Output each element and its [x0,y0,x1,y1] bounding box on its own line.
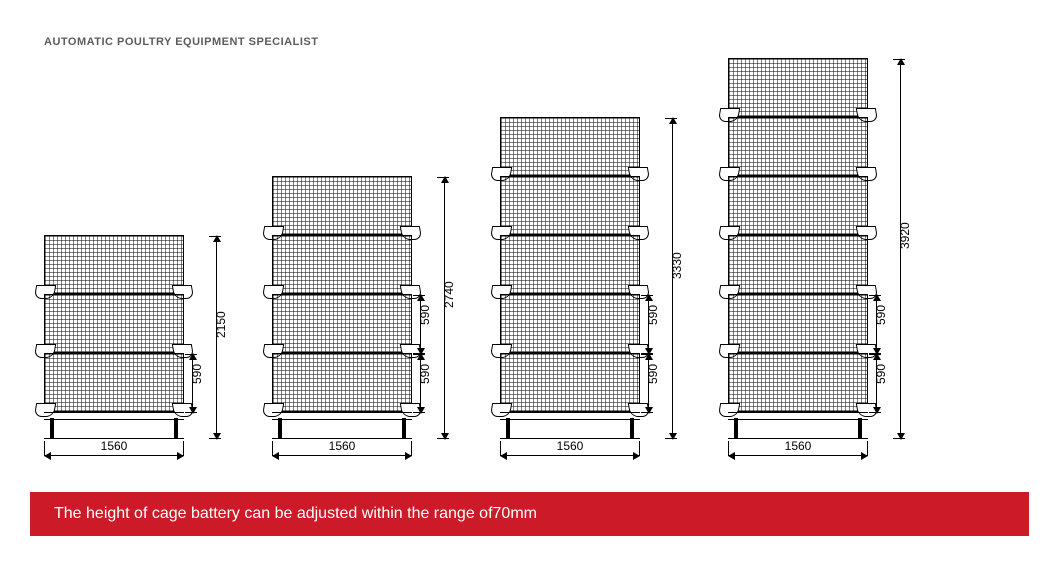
cage-tier [500,353,640,412]
width-dimension: 1560 [500,441,640,473]
total-height-dimension: 3920 [900,59,918,439]
cage-tier [272,294,412,353]
width-label: 1560 [94,439,134,453]
cage-tier [500,294,640,353]
tier-height-label: 590 [190,363,204,383]
cage-tier [500,117,640,176]
total-height-label: 3330 [670,252,684,279]
total-height-dimension: 3330 [672,118,690,439]
tier-height-label: 590 [646,363,660,383]
cage-unit-5tier: 590 590 3330 1560 [500,117,692,473]
tier-height-dimension: 590 [648,354,666,413]
tier-height-label: 590 [418,363,432,383]
total-height-label: 2150 [214,311,228,338]
width-dimension: 1560 [272,441,412,473]
cage-tier [500,176,640,235]
cage-base [728,412,868,438]
cage-tier [44,235,184,294]
footer-note-text: The height of cage battery can be adjust… [54,505,537,523]
cage-unit-4tier: 590 590 2740 1560 [272,176,464,473]
cage-tier [728,294,868,353]
width-dimension: 1560 [728,441,868,473]
header-title: AUTOMATIC POULTRY EQUIPMENT SPECIALIST [44,36,318,48]
width-dimension: 1560 [44,441,184,473]
cage-stack [728,58,868,439]
tier-height-dimension: 590 [648,295,666,354]
total-height-label: 2740 [442,281,456,308]
tier-height-dimension: 590 [192,354,210,413]
width-label: 1560 [778,439,818,453]
tier-height-label: 590 [418,304,432,324]
total-height-label: 3920 [898,222,912,249]
cage-unit-6tier: 590 590 3920 1560 [728,58,920,473]
cage-tier [728,117,868,176]
cage-base [44,412,184,438]
cage-tier [272,235,412,294]
cage-diagrams-row: 5902150156059059027401560590590333015605… [44,58,1039,473]
cage-tier [44,353,184,412]
cage-stack [272,176,412,439]
cage-tier [44,294,184,353]
cage-base [272,412,412,438]
cage-tier [500,235,640,294]
cage-tier [728,235,868,294]
tier-height-label: 590 [646,304,660,324]
cage-tier [728,353,868,412]
tier-height-dimension: 590 [876,295,894,354]
cage-base [500,412,640,438]
tier-height-dimension: 590 [876,354,894,413]
cage-stack [44,235,184,439]
width-label: 1560 [322,439,362,453]
tier-height-dimension: 590 [420,354,438,413]
cage-tier [272,176,412,235]
tier-height-label: 590 [874,363,888,383]
total-height-dimension: 2150 [216,236,234,439]
cage-tier [272,353,412,412]
tier-height-label: 590 [874,304,888,324]
total-height-dimension: 2740 [444,177,462,439]
tier-height-dimension: 590 [420,295,438,354]
cage-tier [728,176,868,235]
footer-note-bar: The height of cage battery can be adjust… [30,492,1029,536]
cage-stack [500,117,640,439]
cage-unit-3tier: 590 2150 1560 [44,235,236,473]
width-label: 1560 [550,439,590,453]
cage-tier [728,58,868,117]
